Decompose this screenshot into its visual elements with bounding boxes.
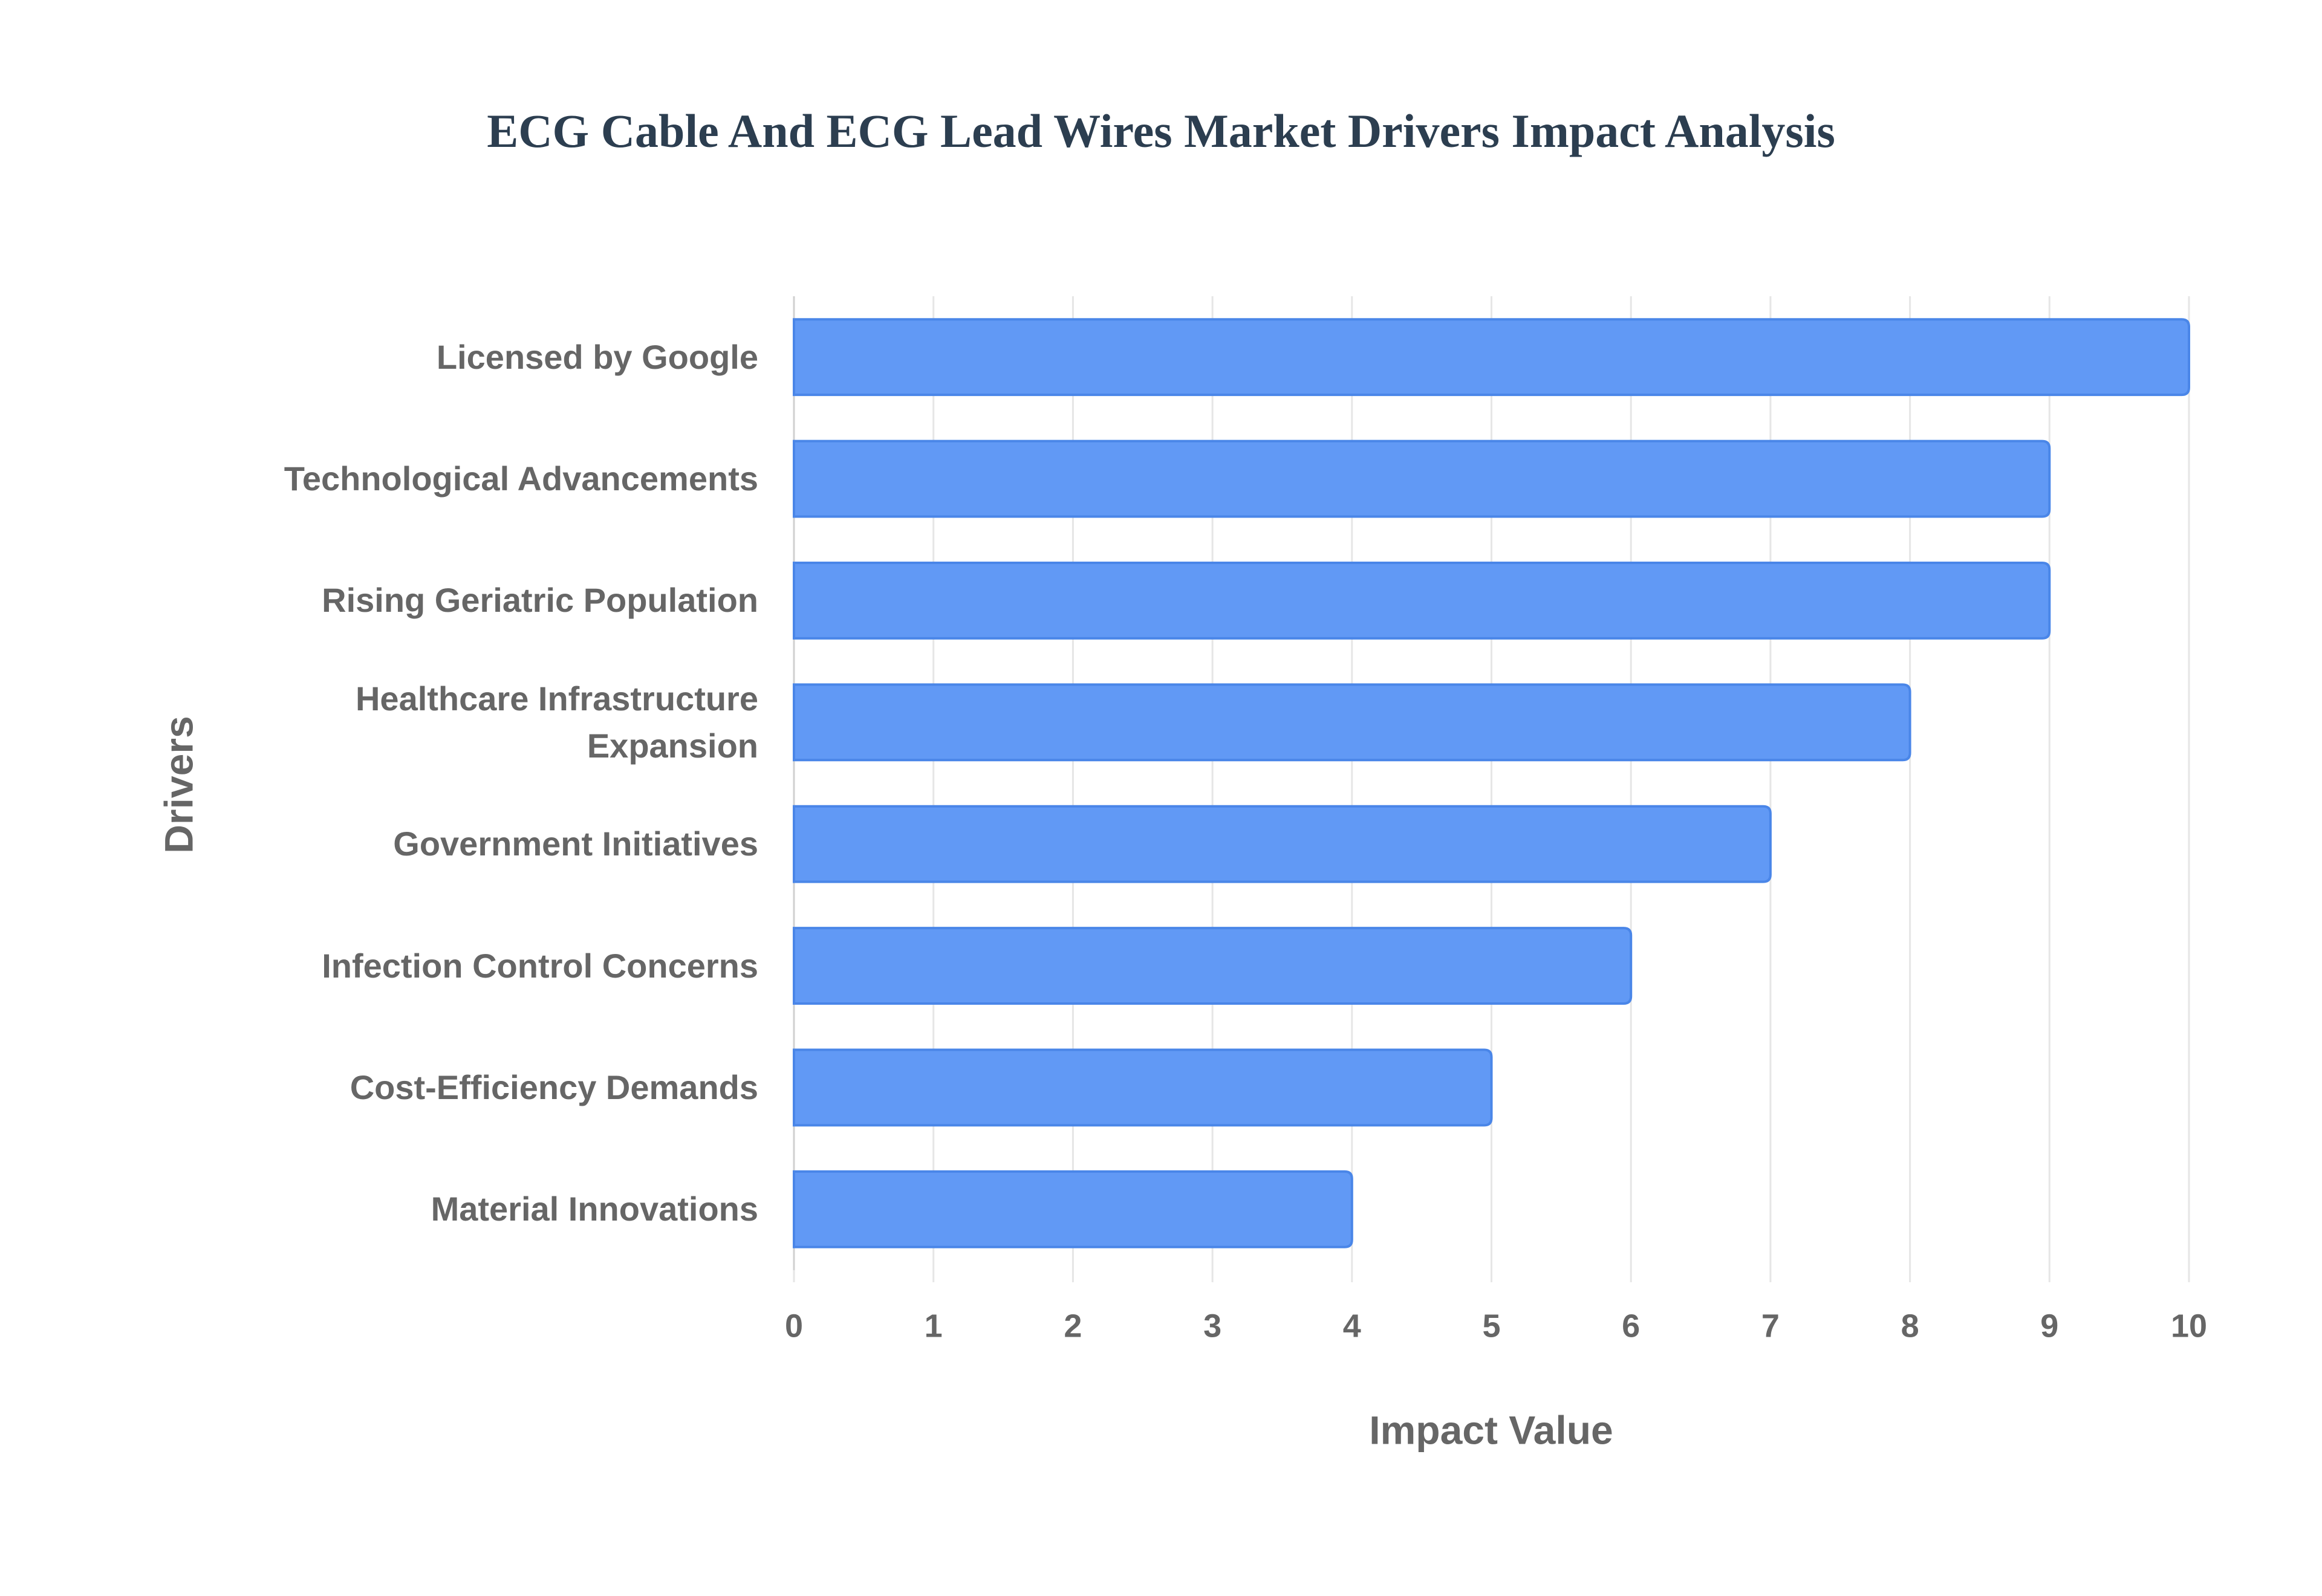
y-tick-label: Rising Geriatric Population: [322, 581, 758, 620]
x-tick-label: 9: [2040, 1308, 2058, 1344]
x-axis-title: Impact Value: [1369, 1407, 1613, 1452]
x-tick-label: 1: [925, 1308, 943, 1344]
bar: [793, 1170, 1353, 1248]
x-tick-label: 4: [1343, 1308, 1361, 1344]
x-tick-label: 2: [1064, 1308, 1082, 1344]
x-tick-label: 7: [1761, 1308, 1780, 1344]
bar: [793, 318, 2190, 397]
y-tick-label: Healthcare Infrastructure Expansion: [355, 679, 758, 765]
x-tick-label: 0: [785, 1308, 803, 1344]
bar: [793, 562, 2051, 640]
y-tick-label: Government Initiatives: [393, 825, 758, 863]
bar: [793, 1048, 1493, 1127]
y-axis-title: Drivers: [156, 716, 201, 854]
y-tick-label: Material Innovations: [431, 1190, 758, 1228]
y-tick-label: Cost-Efficiency Demands: [350, 1068, 758, 1106]
chart-title: ECG Cable And ECG Lead Wires Market Driv…: [487, 105, 1835, 157]
y-tick-label: Infection Control Concerns: [322, 946, 758, 985]
y-tick-label: Technological Advancements: [284, 459, 758, 498]
x-tick-label: 10: [2171, 1308, 2207, 1344]
bar: [793, 805, 1772, 883]
bar: [793, 440, 2051, 518]
x-tick-label: 6: [1622, 1308, 1640, 1344]
y-tick-label: Licensed by Google: [436, 337, 758, 376]
x-tick-label: 3: [1203, 1308, 1221, 1344]
x-tick-label: 8: [1901, 1308, 1919, 1344]
bar: [793, 683, 1911, 762]
x-tick-label: 5: [1482, 1308, 1500, 1344]
bar: [793, 927, 1633, 1005]
